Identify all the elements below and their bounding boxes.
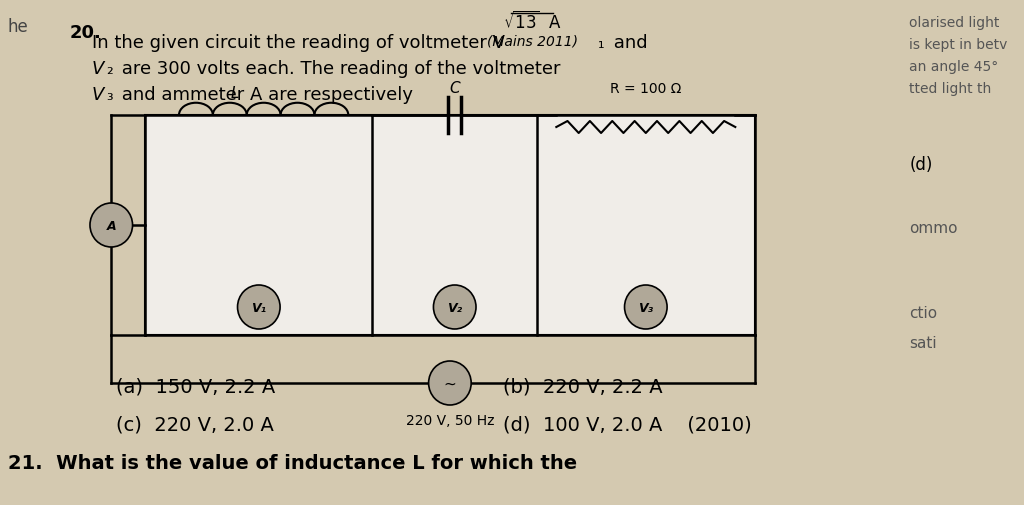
Text: (b)  220 V, 2.2 A: (b) 220 V, 2.2 A [503, 377, 663, 396]
Bar [145, 116, 755, 335]
Text: ~: ~ [443, 376, 457, 391]
Circle shape [238, 285, 281, 329]
Text: $\sqrt{13}$  A: $\sqrt{13}$ A [503, 11, 561, 33]
Text: (d)  100 V, 2.0 A    (2010): (d) 100 V, 2.0 A (2010) [503, 415, 752, 434]
Text: L: L [230, 86, 239, 101]
Text: ₁: ₁ [598, 34, 604, 52]
Circle shape [90, 204, 132, 247]
Text: (d): (d) [909, 156, 933, 174]
Text: (Mains 2011): (Mains 2011) [486, 34, 578, 48]
Text: R = 100 Ω: R = 100 Ω [610, 82, 682, 96]
Text: olarised light: olarised light [909, 16, 999, 30]
Text: 20.: 20. [70, 24, 101, 42]
Circle shape [429, 361, 471, 405]
Text: sati: sati [909, 335, 937, 350]
Text: and ammeter A are respectively: and ammeter A are respectively [116, 86, 413, 104]
Text: ommo: ommo [909, 221, 958, 235]
Text: V₁: V₁ [251, 301, 266, 314]
Text: V₃: V₃ [638, 301, 653, 314]
Text: (a)  150 V, 2.2 A: (a) 150 V, 2.2 A [116, 377, 275, 396]
Text: is kept in betv: is kept in betv [909, 38, 1008, 52]
Text: C: C [450, 81, 460, 96]
Text: and: and [607, 34, 647, 52]
Text: ₂: ₂ [106, 60, 114, 78]
Text: A: A [106, 219, 116, 232]
Text: V: V [92, 86, 104, 104]
Circle shape [625, 285, 667, 329]
Text: an angle 45°: an angle 45° [909, 60, 998, 74]
Text: he: he [8, 18, 29, 36]
Text: 220 V, 50 Hz: 220 V, 50 Hz [406, 413, 495, 427]
Text: are 300 volts each. The reading of the voltmeter: are 300 volts each. The reading of the v… [116, 60, 560, 78]
Text: tted light th: tted light th [909, 82, 991, 96]
Text: In the given circuit the reading of voltmeter V: In the given circuit the reading of volt… [92, 34, 505, 52]
Text: ₃: ₃ [106, 86, 113, 104]
Text: ctio: ctio [909, 306, 938, 320]
Text: V: V [92, 60, 104, 78]
Text: 21.  What is the value of inductance L for which the: 21. What is the value of inductance L fo… [8, 453, 577, 472]
Text: V₂: V₂ [447, 301, 462, 314]
Text: (c)  220 V, 2.0 A: (c) 220 V, 2.0 A [116, 415, 274, 434]
Circle shape [433, 285, 476, 329]
